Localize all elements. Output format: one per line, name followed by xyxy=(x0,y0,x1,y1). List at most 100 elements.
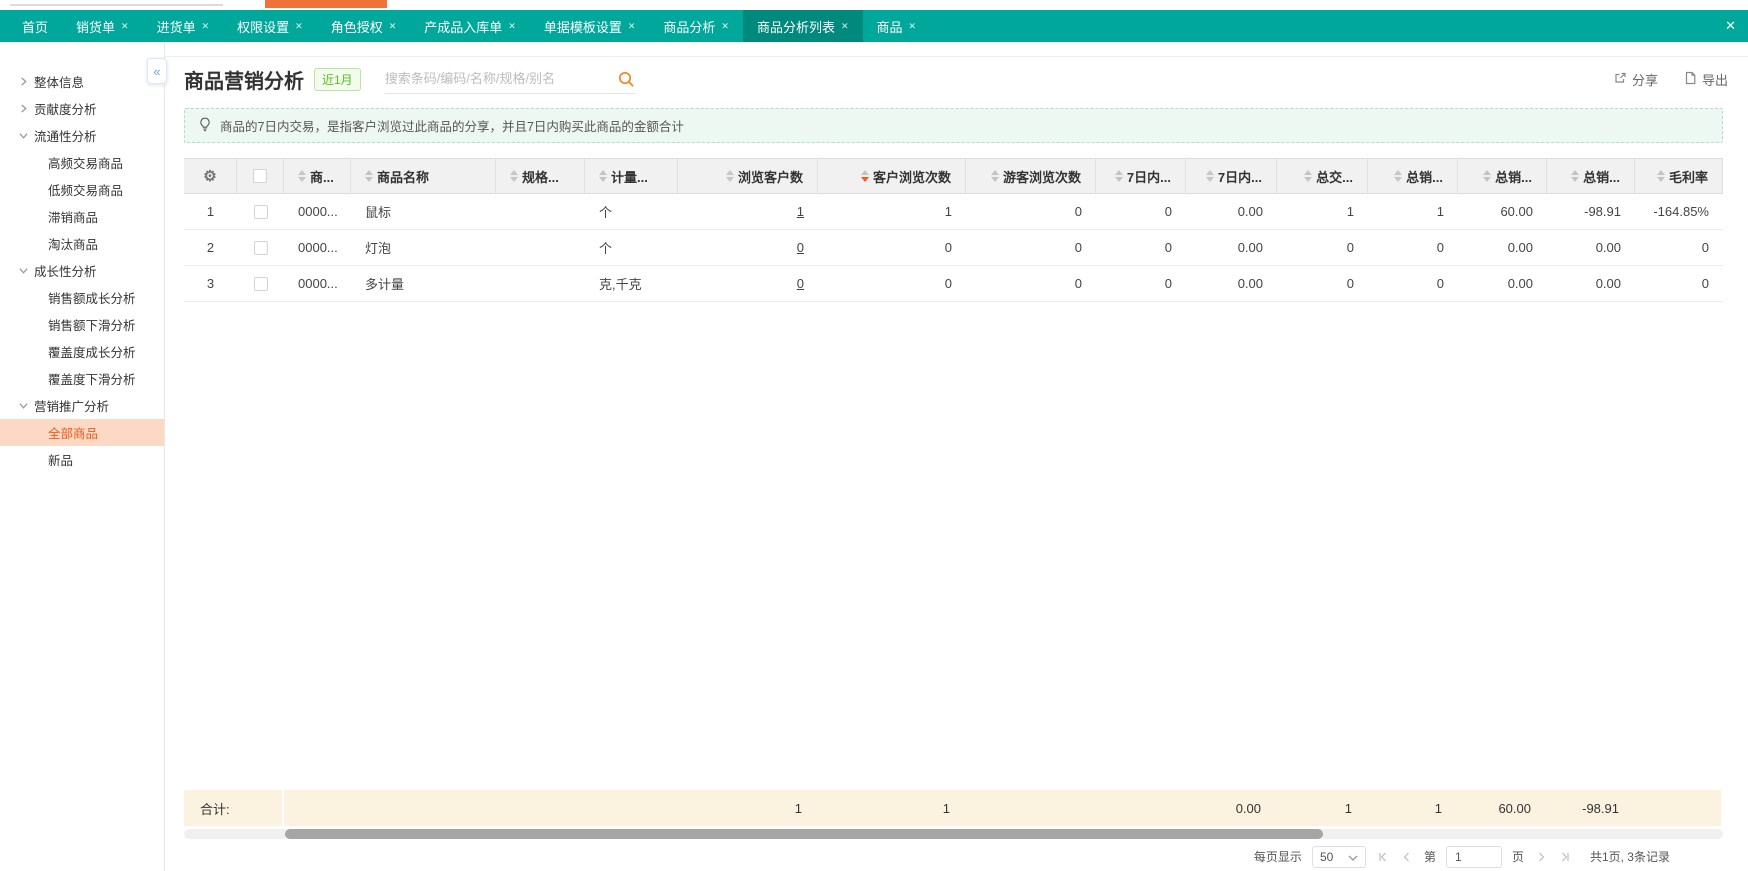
tab-权限设置[interactable]: 权限设置 ✕ xyxy=(223,10,317,42)
tab-close-icon[interactable]: ✕ xyxy=(295,20,303,31)
tab-销货单[interactable]: 销货单 ✕ xyxy=(62,10,143,42)
tab-商品[interactable]: 商品 ✕ xyxy=(863,10,931,42)
page-size-select[interactable]: 50 xyxy=(1311,845,1366,868)
sidebar-item-滞销商品[interactable]: 滞销商品 xyxy=(0,203,164,230)
cell-value[interactable]: 1 xyxy=(796,204,804,219)
column-header-totalSale3[interactable]: 总销... xyxy=(1547,159,1635,193)
row-checkbox[interactable] xyxy=(253,276,268,291)
row-checkbox[interactable] xyxy=(253,240,268,255)
sort-carets-icon[interactable] xyxy=(1304,170,1313,182)
sidebar-item-销售额成长分析[interactable]: 销售额成长分析 xyxy=(0,284,164,311)
sidebar-item-高频交易商品[interactable]: 高频交易商品 xyxy=(0,149,164,176)
cell-value: 0 xyxy=(1436,276,1444,291)
next-page-icon[interactable] xyxy=(1534,850,1548,864)
sidebar-item-新品[interactable]: 新品 xyxy=(0,446,164,473)
cell-value[interactable]: 0 xyxy=(796,276,804,291)
sort-carets-icon[interactable] xyxy=(599,170,607,182)
tab-产成品入库单[interactable]: 产成品入库单 ✕ xyxy=(410,10,530,42)
tab-close-icon[interactable]: ✕ xyxy=(721,20,729,31)
cell-seq: 2 xyxy=(184,240,237,255)
column-header-guestViews[interactable]: 游客浏览次数 xyxy=(966,159,1096,193)
tab-单据模板设置[interactable]: 单据模板设置 ✕ xyxy=(530,10,650,42)
sidebar-item-销售额下滑分析[interactable]: 销售额下滑分析 xyxy=(0,311,164,338)
tab-close-icon[interactable]: ✕ xyxy=(627,20,636,31)
row-select-cell xyxy=(237,204,284,219)
cell-d7b: 0.00 xyxy=(1186,204,1277,219)
tab-首页[interactable]: 首页 xyxy=(8,10,62,42)
tab-close-icon[interactable]: ✕ xyxy=(908,20,917,31)
prev-page-icon[interactable] xyxy=(1400,850,1414,864)
column-header-name[interactable]: 商品名称 xyxy=(351,159,496,193)
tab-商品分析[interactable]: 商品分析 ✕ xyxy=(649,10,743,42)
row-checkbox[interactable] xyxy=(253,204,268,219)
tab-close-icon[interactable]: ✕ xyxy=(121,20,129,31)
export-button[interactable]: 导出 xyxy=(1684,70,1728,89)
column-header-customerViews[interactable]: 客户浏览次数 xyxy=(818,159,966,193)
column-header-code[interactable]: 商... xyxy=(284,159,351,193)
column-header-totalSale1[interactable]: 总销... xyxy=(1368,159,1458,193)
sidebar-item-覆盖度成长分析[interactable]: 覆盖度成长分析 xyxy=(0,338,164,365)
column-label: 总销... xyxy=(1583,169,1620,185)
column-header-viewCustomers[interactable]: 浏览客户数 xyxy=(678,159,818,193)
cell-customerViews: 0 xyxy=(818,240,966,255)
search-icon[interactable] xyxy=(617,70,635,88)
sort-carets-icon[interactable] xyxy=(1114,170,1123,182)
sidebar-item-营销推广分析[interactable]: 营销推广分析 xyxy=(0,392,164,419)
cell-value[interactable]: 0 xyxy=(796,240,804,255)
sort-carets-icon[interactable] xyxy=(365,170,373,182)
tab-close-icon[interactable]: ✕ xyxy=(508,20,516,31)
cell-value: 0 xyxy=(1164,240,1172,255)
horizontal-scrollbar-track[interactable] xyxy=(184,829,1723,839)
select-all-checkbox[interactable] xyxy=(253,169,267,183)
search-input[interactable] xyxy=(384,71,611,86)
cell-viewCustomers[interactable]: 1 xyxy=(678,204,818,219)
first-page-icon[interactable] xyxy=(1376,850,1390,864)
tab-close-icon[interactable]: ✕ xyxy=(388,20,397,31)
table-total-row: 合计: 1 1 0.00 1 1 60.00 -98.91 xyxy=(184,790,1721,826)
sidebar-item-贡献度分析[interactable]: 贡献度分析 xyxy=(0,95,164,122)
share-button[interactable]: 分享 xyxy=(1613,70,1658,89)
sort-carets-icon[interactable] xyxy=(1205,170,1214,182)
column-header-unit[interactable]: 计量... xyxy=(585,159,678,193)
sidebar-item-低频交易商品[interactable]: 低频交易商品 xyxy=(0,176,164,203)
sidebar-item-全部商品[interactable]: 全部商品 xyxy=(0,419,164,446)
sidebar-item-label: 滞销商品 xyxy=(48,211,99,225)
sort-carets-icon[interactable] xyxy=(860,170,869,182)
cell-viewCustomers[interactable]: 0 xyxy=(678,276,818,291)
tab-商品分析列表[interactable]: 商品分析列表 ✕ xyxy=(742,10,863,42)
gear-icon[interactable]: ⚙ xyxy=(203,168,217,185)
sort-carets-icon[interactable] xyxy=(1656,170,1665,182)
column-header-spec[interactable]: 规格... xyxy=(496,159,585,193)
cell-totalTrade: 0 xyxy=(1277,240,1368,255)
tab-close-icon[interactable]: ✕ xyxy=(840,20,849,31)
close-all-icon[interactable]: ✕ xyxy=(1725,18,1736,33)
column-header-totalTrade[interactable]: 总交... xyxy=(1277,159,1368,193)
sort-carets-icon[interactable] xyxy=(510,170,518,182)
column-header-totalSale2[interactable]: 总销... xyxy=(1458,159,1547,193)
sidebar-item-淘汰商品[interactable]: 淘汰商品 xyxy=(0,230,164,257)
sidebar-item-覆盖度下滑分析[interactable]: 覆盖度下滑分析 xyxy=(0,365,164,392)
sort-carets-icon[interactable] xyxy=(1483,170,1492,182)
tab-进货单[interactable]: 进货单 ✕ xyxy=(143,10,224,42)
column-header-d7a[interactable]: 7日内... xyxy=(1096,159,1186,193)
sidebar-item-流通性分析[interactable]: 流通性分析 xyxy=(0,122,164,149)
cell-viewCustomers[interactable]: 0 xyxy=(678,240,818,255)
sort-carets-icon[interactable] xyxy=(725,170,734,182)
cell-value: 0.00 xyxy=(1595,276,1621,291)
tab-角色授权[interactable]: 角色授权 ✕ xyxy=(317,10,411,42)
sidebar-item-成长性分析[interactable]: 成长性分析 xyxy=(0,257,164,284)
sort-carets-icon[interactable] xyxy=(1394,170,1403,182)
column-header-d7b[interactable]: 7日内... xyxy=(1186,159,1277,193)
tab-label: 进货单 xyxy=(156,19,196,35)
tab-close-icon[interactable]: ✕ xyxy=(201,20,210,31)
last-page-icon[interactable] xyxy=(1558,850,1572,864)
sort-carets-icon[interactable] xyxy=(990,170,999,182)
page-number-input[interactable] xyxy=(1445,845,1502,868)
column-header-grossMargin[interactable]: 毛利率 xyxy=(1635,159,1723,193)
sort-carets-icon[interactable] xyxy=(298,170,306,182)
sidebar-collapse-button[interactable]: « xyxy=(147,58,167,84)
horizontal-scrollbar-thumb[interactable] xyxy=(285,829,1323,839)
sidebar-item-整体信息[interactable]: 整体信息 xyxy=(0,68,164,95)
cell-guestViews: 0 xyxy=(966,204,1096,219)
sort-carets-icon[interactable] xyxy=(1571,170,1580,182)
